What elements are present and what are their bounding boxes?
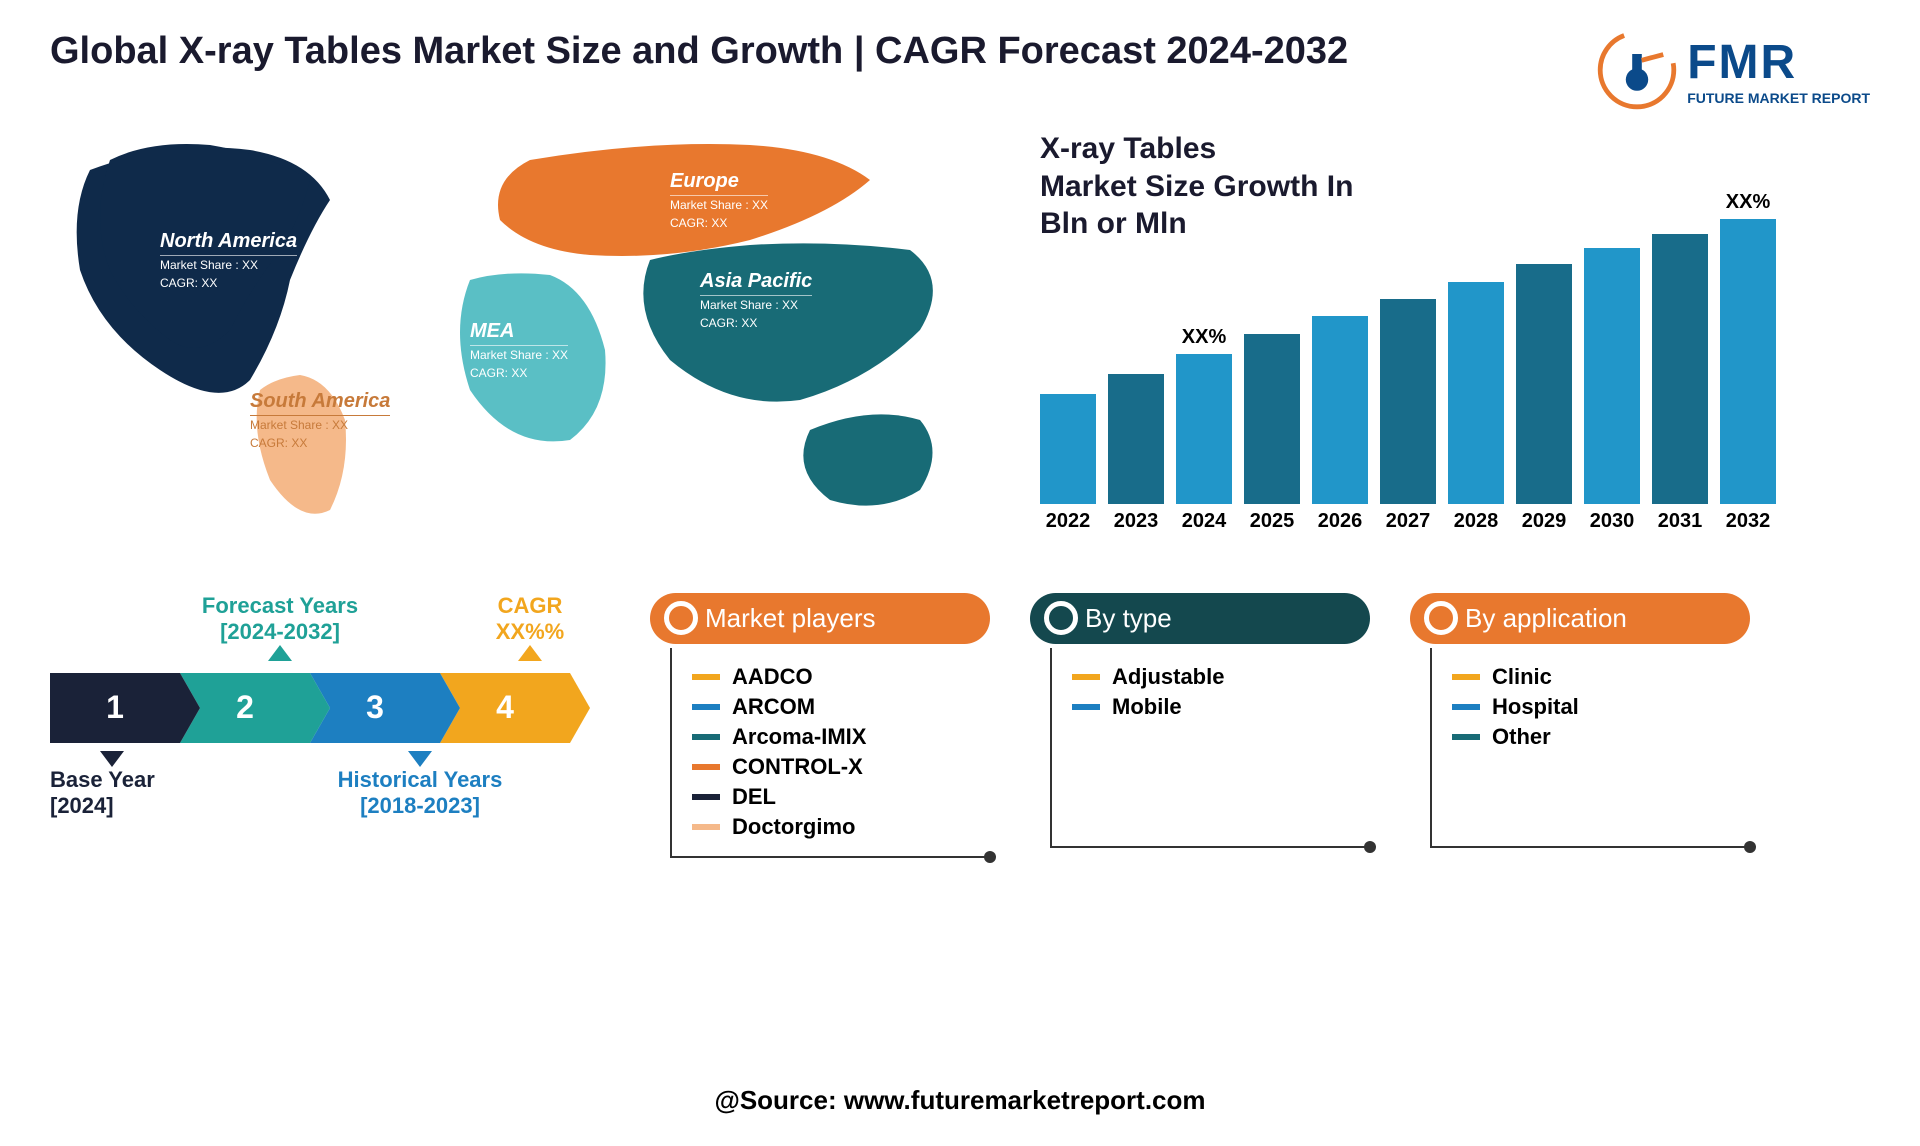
region-asia-pacific: Asia Pacific Market Share : XX CAGR: XX (700, 270, 812, 330)
list-item: Clinic (1452, 664, 1740, 690)
bar-2029: 2029 (1516, 236, 1572, 533)
list-item: Arcoma-IMIX (692, 724, 980, 750)
timeline-step-1: 1 (50, 673, 180, 743)
region-north-america: North America Market Share : XX CAGR: XX (160, 230, 297, 290)
timeline-widget: Forecast Years [2024-2032] CAGR XX%% 123… (50, 593, 610, 837)
list-item: Adjustable (1072, 664, 1360, 690)
bar-2030: 2030 (1584, 220, 1640, 533)
bar-2027: 2027 (1380, 271, 1436, 533)
bar-2022: 2022 (1040, 366, 1096, 533)
list-item: Hospital (1452, 694, 1740, 720)
by-application-section: By application Clinic Hospital Other (1410, 593, 1750, 848)
cagr-label: CAGR XX%% (470, 593, 590, 665)
market-players-pill: Market players (650, 593, 990, 644)
market-players-section: Market players AADCO ARCOM Arcoma-IMIX CONT… (650, 593, 990, 858)
bar-2026: 2026 (1312, 288, 1368, 533)
region-mea: MEA Market Share : XX CAGR: XX (470, 320, 568, 380)
page-title: Global X-ray Tables Market Size and Grow… (50, 30, 1348, 73)
bar-2031: 2031 (1652, 206, 1708, 533)
list-item: ARCOM (692, 694, 980, 720)
growth-bar-chart: X-ray Tables Market Size Growth In Bln o… (1040, 130, 1870, 533)
list-item: Other (1452, 724, 1740, 750)
logo-text: FMR (1687, 35, 1870, 90)
logo-icon (1597, 30, 1677, 110)
fmr-logo: FMR FUTURE MARKET REPORT (1597, 30, 1870, 110)
list-item: CONTROL-X (692, 754, 980, 780)
region-europe: Europe Market Share : XX CAGR: XX (670, 170, 768, 230)
bar-2028: 2028 (1448, 254, 1504, 533)
bar-2023: 2023 (1108, 346, 1164, 533)
list-item: DEL (692, 784, 980, 810)
historical-years-label: Historical Years [2018-2023] (320, 747, 520, 819)
list-item: Doctorgimo (692, 814, 980, 840)
bar-2025: 2025 (1244, 306, 1300, 533)
region-south-america: South America Market Share : XX CAGR: XX (250, 390, 390, 450)
list-item: AADCO (692, 664, 980, 690)
logo-subtitle: FUTURE MARKET REPORT (1687, 90, 1870, 106)
by-application-pill: By application (1410, 593, 1750, 644)
by-type-pill: By type (1030, 593, 1370, 644)
source-attribution: @Source: www.futuremarketreport.com (714, 1085, 1205, 1116)
chart-title-l1: X-ray Tables (1040, 130, 1870, 168)
base-year-label: Base Year [2024] (50, 747, 190, 819)
list-item: Mobile (1072, 694, 1360, 720)
by-type-section: By type Adjustable Mobile (1030, 593, 1370, 848)
bar-2032: XX%2032 (1720, 191, 1776, 533)
world-map: North America Market Share : XX CAGR: XX… (50, 130, 1000, 530)
bar-2024: XX%2024 (1176, 326, 1232, 533)
forecast-years-label: Forecast Years [2024-2032] (200, 593, 360, 665)
